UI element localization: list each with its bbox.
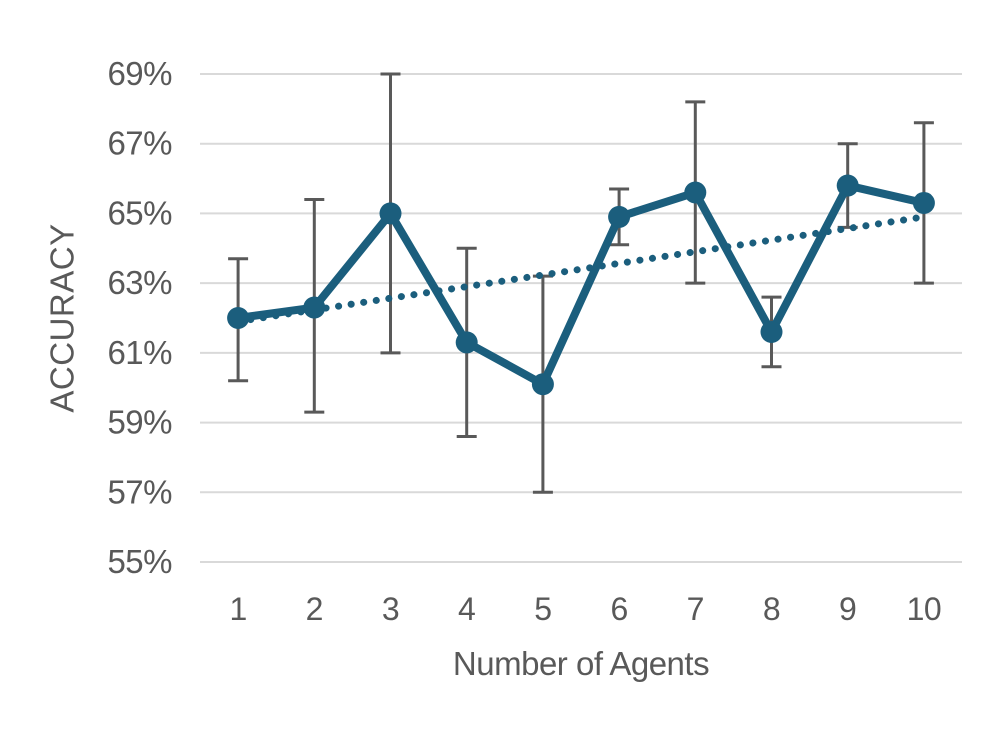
- x-tick-label: 10: [907, 591, 942, 627]
- data-point-marker: [531, 373, 554, 396]
- x-axis-title: Number of Agents: [452, 645, 710, 682]
- y-tick-label: 59%: [107, 404, 172, 441]
- trendline: [234, 213, 928, 325]
- data-point-marker: [912, 191, 935, 214]
- data-point-marker: [227, 307, 250, 329]
- x-tick-label: 5: [534, 591, 551, 627]
- y-tick-label: 63%: [107, 264, 172, 301]
- data-point-markers: [227, 174, 935, 396]
- data-point-marker: [455, 331, 478, 354]
- x-tick-label: 2: [306, 591, 323, 627]
- y-tick-label: 55%: [107, 543, 172, 580]
- data-point-marker: [608, 205, 631, 228]
- x-tick-label: 3: [382, 591, 399, 627]
- data-point-marker: [836, 174, 859, 197]
- y-tick-labels: 69% 67% 65% 63% 61% 59% 57% 55%: [107, 55, 172, 580]
- x-tick-label: 8: [763, 591, 780, 627]
- x-tick-label: 1: [229, 591, 246, 627]
- y-tick-label: 57%: [107, 473, 172, 510]
- data-point-marker: [303, 296, 326, 319]
- y-tick-label: 69%: [107, 55, 172, 92]
- x-tick-label: 9: [839, 591, 856, 627]
- data-point-marker: [760, 320, 783, 343]
- data-point-marker: [684, 181, 707, 204]
- x-tick-label: 7: [687, 591, 704, 627]
- y-tick-label: 67%: [107, 125, 172, 162]
- x-tick-label: 4: [458, 591, 475, 627]
- gridlines: [200, 73, 962, 563]
- x-tick-label: 6: [610, 591, 627, 627]
- x-tick-labels: 1 2 3 4 5 6 7 8 9 10: [229, 591, 941, 627]
- y-tick-label: 61%: [107, 334, 172, 371]
- data-point-marker: [379, 202, 402, 225]
- data-line: [234, 181, 928, 389]
- y-tick-label: 65%: [107, 194, 172, 231]
- y-axis-title: ACCURACY: [43, 223, 81, 413]
